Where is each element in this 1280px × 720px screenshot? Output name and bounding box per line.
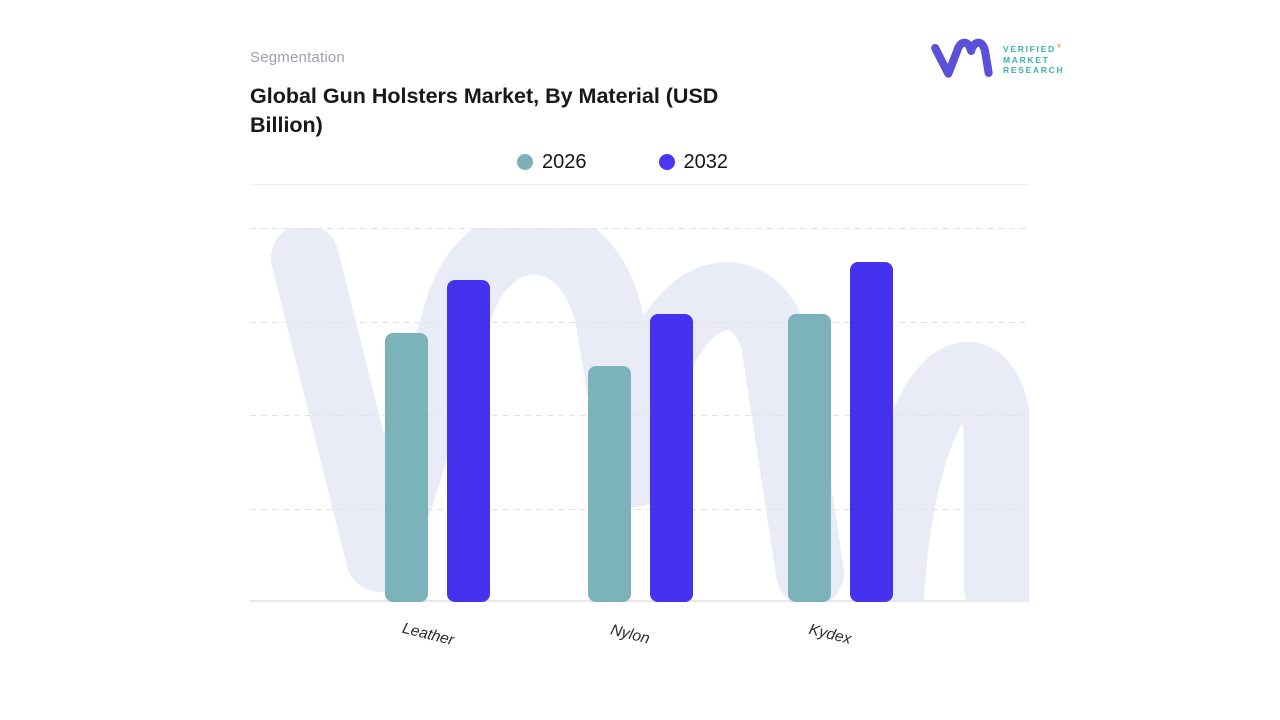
gridline: [250, 228, 1029, 229]
gridline: [250, 415, 1029, 416]
legend-item-2032[interactable]: 2032: [658, 150, 729, 174]
legend-swatch-2026: [517, 154, 533, 170]
legend-label-2026: 2026: [542, 150, 587, 173]
bar-nylon-2032: [649, 314, 693, 602]
page-title-line-2: Billion): [250, 113, 323, 137]
registered-mark: ®: [1056, 44, 1062, 51]
bar-nylon-2026: [587, 366, 631, 602]
bar-leather-2032: [447, 280, 491, 602]
bar-leather-2026: [385, 332, 429, 602]
legend-swatch-2032: [658, 154, 675, 170]
category-label-kydex: Kydex: [807, 621, 854, 648]
legend-item-2026[interactable]: 2026: [517, 151, 587, 174]
category-label-nylon: Nylon: [609, 621, 652, 648]
bar-kydex-2026: [787, 314, 831, 602]
category-label-leather: Leather: [400, 619, 456, 650]
axis-baseline: [250, 600, 1029, 602]
gridline: [250, 508, 1029, 510]
bar-kydex-2032: [849, 261, 893, 602]
vmr-logo: VERIFIED® MARKET RESEARCH: [930, 37, 1064, 81]
logo-word-verified: VERIFIED®: [1003, 44, 1062, 55]
plot-area: [250, 228, 1029, 602]
page-title-line-1: Global Gun Holsters Market, By Material …: [250, 84, 719, 108]
header-divider: [250, 184, 1029, 185]
category-labels: Leather Nylon Kydex: [250, 602, 1029, 672]
legend-label-2032: 2032: [683, 150, 729, 173]
logo-wordmark: VERIFIED® MARKET RESEARCH: [1003, 42, 1064, 75]
eyebrow-label: Segmentation: [250, 49, 345, 66]
logo-word-market: MARKET: [1003, 54, 1050, 65]
page-title: Global Gun Holsters Market, By Material …: [250, 82, 830, 140]
gridline: [250, 321, 1029, 323]
logo-word-research: RESEARCH: [1003, 65, 1065, 76]
vmr-monogram-icon: [931, 38, 993, 78]
chart-legend: 2026 2032: [233, 149, 1012, 175]
